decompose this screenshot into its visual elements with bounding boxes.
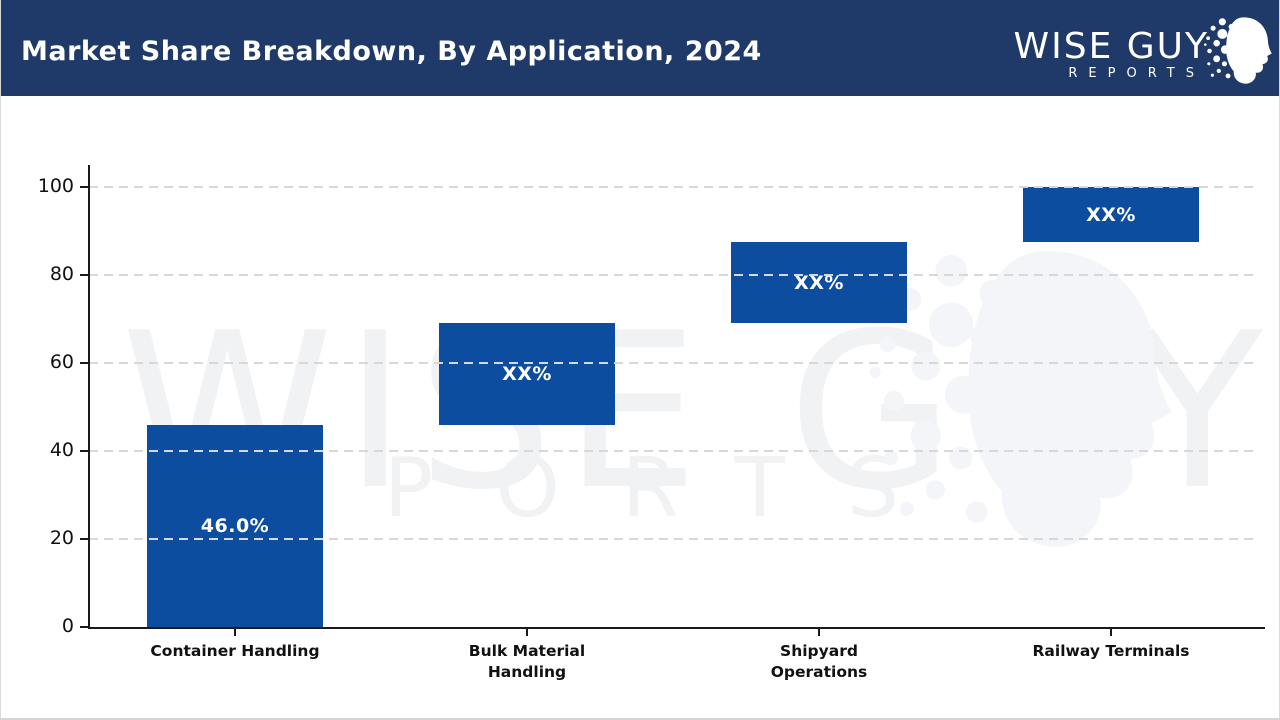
axis-spine-bottom <box>88 627 1265 629</box>
header: Market Share Breakdown, By Application, … <box>1 0 1279 96</box>
y-tick-mark <box>80 626 88 628</box>
y-tick-label: 40 <box>49 439 74 461</box>
page-title: Market Share Breakdown, By Application, … <box>21 36 762 67</box>
chart-area: WISE GUY REPORTS 46.0% XX% XX% XX% 0 20 40 60 80… <box>1 96 1279 718</box>
x-tick-label: Bulk Material Handling <box>468 642 586 681</box>
brand-reports-label: REPORTS <box>1068 66 1205 81</box>
y-tick-mark <box>80 186 88 188</box>
bar: XX% <box>1023 187 1199 242</box>
y-tick-mark <box>80 362 88 364</box>
y-tick-label: 100 <box>37 175 74 197</box>
x-tick-mark <box>1110 628 1112 636</box>
gridline <box>89 450 1257 452</box>
bar-value-label: XX% <box>1086 203 1136 226</box>
bar-value-label: 46.0% <box>200 514 270 537</box>
bar-value-label: XX% <box>502 362 552 385</box>
y-tick-label: 60 <box>49 351 74 373</box>
y-tick-label: 80 <box>49 263 74 285</box>
y-tick-mark <box>80 450 88 452</box>
gridline <box>89 274 1257 276</box>
bar: XX% <box>731 242 907 324</box>
y-tick-mark <box>80 274 88 276</box>
x-tick-mark <box>818 628 820 636</box>
gridline <box>89 362 1257 364</box>
x-tick-mark <box>234 628 236 636</box>
x-tick-label: Shipyard Operations <box>770 642 868 681</box>
y-tick-label: 20 <box>49 527 74 549</box>
y-tick-mark <box>80 538 88 540</box>
x-tick-mark <box>526 628 528 636</box>
bar-value-label: XX% <box>794 271 844 294</box>
bar: 46.0% <box>147 424 323 627</box>
bar: XX% <box>439 323 615 425</box>
brand-logo: WISE GUY REPORTS <box>1011 4 1272 94</box>
brand-wordmark: WISE GUY <box>1013 26 1209 67</box>
gridline <box>89 186 1257 188</box>
y-tick-label: 0 <box>61 615 74 637</box>
brand-head-icon <box>1203 17 1272 84</box>
axis-spine-left <box>88 165 90 629</box>
gridline <box>89 538 1257 540</box>
x-tick-label: Container Handling <box>150 642 320 660</box>
x-tick-label: Railway Terminals <box>1032 642 1190 660</box>
